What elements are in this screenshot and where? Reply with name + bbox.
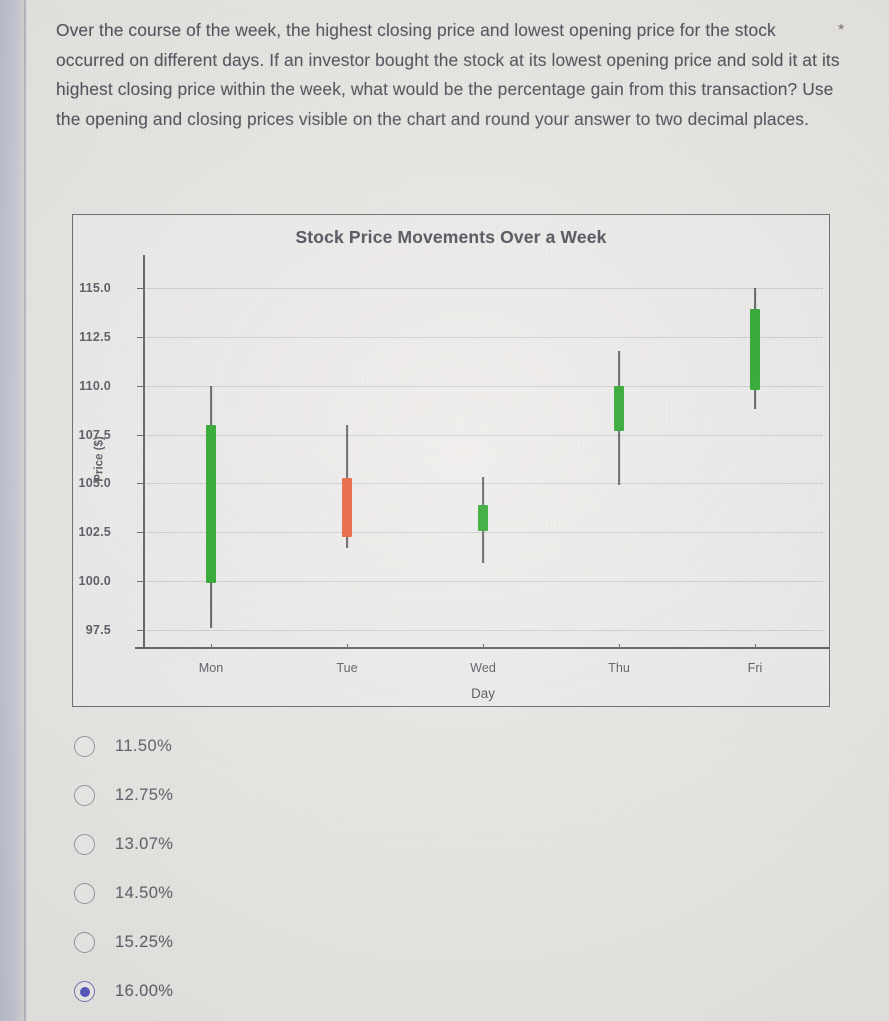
answer-option-4[interactable]: 14.50%: [74, 869, 494, 918]
candlestick: [197, 269, 225, 649]
x-axis-tick-label: Thu: [608, 661, 630, 675]
y-axis-tick-label: 97.5: [85, 622, 111, 637]
x-axis-tick-label: Tue: [336, 661, 358, 675]
answer-option-label: 11.50%: [115, 737, 173, 755]
candlestick: [741, 269, 769, 649]
y-axis-tick: [137, 580, 143, 582]
x-axis-tick-label: Mon: [198, 661, 224, 675]
x-axis-tick: [347, 644, 348, 649]
candle-body: [614, 385, 624, 431]
answer-options-list: 11.50% 12.75% 13.07% 14.50% 15.25% 16.00%: [74, 722, 494, 1016]
y-axis-tick-label: 105.0: [78, 476, 111, 491]
question-text: Over the course of the week, the highest…: [56, 20, 840, 129]
device-bezel-left: [0, 0, 26, 1021]
chart-title: Stock Price Movements Over a Week: [295, 227, 607, 247]
x-axis-line: [135, 647, 829, 649]
candle-body: [206, 424, 216, 583]
y-axis-tick-label: 110.0: [79, 378, 111, 393]
y-axis-tick: [137, 288, 143, 290]
y-axis-tick: [137, 532, 143, 534]
y-axis-tick: [137, 434, 143, 436]
answer-option-label: 13.07%: [115, 835, 174, 853]
candle-body: [478, 504, 488, 532]
chart-plot-area: Price ($) Day 115.0 112.5 110.0 107.5 105.0 1…: [78, 255, 829, 701]
candlestick: [605, 269, 633, 649]
y-axis-tick: [137, 629, 143, 631]
y-axis-tick-label: 107.5: [78, 427, 111, 442]
grid-line: [143, 434, 823, 436]
answer-option-label: 15.25%: [115, 933, 174, 951]
answer-option-2[interactable]: 12.75%: [74, 771, 494, 820]
x-axis-tick-label: Wed: [470, 661, 496, 675]
x-axis-tick-label: Fri: [747, 661, 763, 675]
grid-line: [143, 580, 823, 582]
radio-button[interactable]: [74, 785, 95, 806]
answer-option-label: 12.75%: [115, 786, 174, 804]
y-axis-label: Price ($): [93, 436, 106, 482]
radio-button[interactable]: [74, 932, 95, 953]
grid-line: [143, 288, 823, 290]
candlestick: [469, 269, 497, 649]
grid-line: [143, 385, 823, 387]
x-axis-label: Day: [471, 686, 495, 701]
y-axis-tick-label: 102.5: [78, 525, 111, 540]
x-axis-tick: [483, 644, 484, 649]
x-axis-tick: [755, 644, 756, 649]
radio-button[interactable]: [74, 883, 95, 904]
y-axis-tick-label: 100.0: [78, 573, 111, 588]
y-axis-tick: [137, 385, 143, 387]
candlestick: [333, 269, 361, 649]
answer-option-3[interactable]: 13.07%: [74, 820, 494, 869]
answer-option-label: 16.00%: [115, 982, 174, 1000]
radio-button[interactable]: [74, 736, 95, 757]
answer-option-6[interactable]: 16.00%: [74, 967, 494, 1016]
radio-button-selected[interactable]: [74, 981, 95, 1002]
y-axis-tick: [137, 483, 143, 485]
candle-body: [342, 478, 352, 537]
answer-option-label: 14.50%: [115, 884, 174, 902]
chart-container: Stock Price Movements Over a Week Price …: [72, 214, 830, 707]
y-axis-tick: [137, 337, 143, 339]
required-asterisk: *: [838, 22, 845, 39]
device-bezel-seam: [24, 0, 27, 1021]
candle-body: [750, 308, 760, 390]
grid-line: [143, 337, 823, 339]
answer-option-1[interactable]: 11.50%: [74, 722, 494, 771]
x-axis-tick: [211, 644, 212, 649]
y-axis-tick-label: 115.0: [79, 281, 111, 296]
x-axis-tick: [619, 644, 620, 649]
answer-option-5[interactable]: 15.25%: [74, 918, 494, 967]
y-axis-tick-label: 112.5: [79, 330, 111, 345]
y-axis-line: [143, 255, 145, 649]
grid-line: [143, 629, 823, 631]
radio-button[interactable]: [74, 834, 95, 855]
